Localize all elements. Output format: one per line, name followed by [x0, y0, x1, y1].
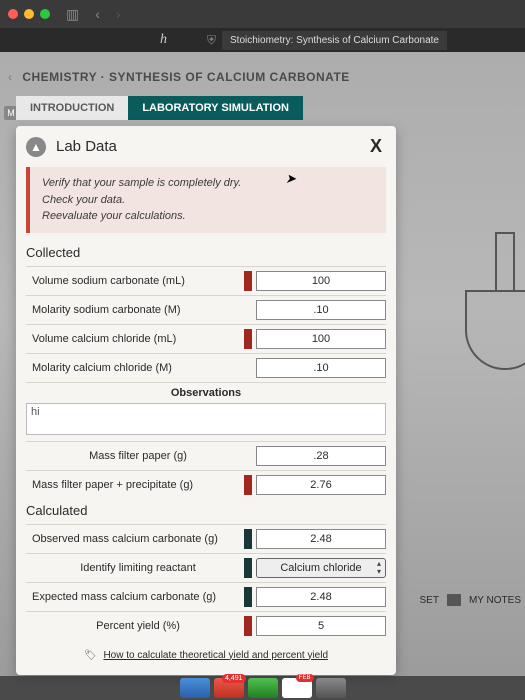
- observations-input[interactable]: hi: [26, 403, 386, 435]
- my-notes-button[interactable]: MY NOTES: [469, 595, 521, 606]
- value-vol-ca[interactable]: 100: [256, 329, 386, 349]
- indicator-icon: [244, 329, 252, 349]
- help-link[interactable]: How to calculate theoretical yield and p…: [103, 650, 328, 661]
- value-mass-fp[interactable]: .28: [256, 446, 386, 466]
- collected-rows: Volume sodium carbonate (mL) 100 Molarit…: [16, 266, 396, 403]
- window-close-icon[interactable]: [8, 9, 18, 19]
- panel-title: Lab Data: [56, 138, 370, 155]
- value-exp-mass[interactable]: 2.48: [256, 587, 386, 607]
- value-vol-na[interactable]: 100: [256, 271, 386, 291]
- dock-badge: 4,491: [222, 674, 246, 683]
- help-link-row: 🏷 How to calculate theoretical yield and…: [16, 640, 396, 675]
- back-icon[interactable]: ‹: [95, 6, 100, 22]
- site-logo-icon: h: [160, 32, 167, 48]
- warn-line-3: Reevaluate your calculations.: [42, 208, 374, 225]
- row-vol-ca: Volume calcium chloride (mL) 100: [26, 324, 386, 353]
- dock-app-icon[interactable]: 4,491: [214, 678, 244, 698]
- value-yield[interactable]: 5: [256, 616, 386, 636]
- indicator-icon: [244, 271, 252, 291]
- indicator-icon: [244, 616, 252, 636]
- browser-tab-title[interactable]: Stoichiometry: Synthesis of Calcium Carb…: [222, 31, 447, 50]
- dock-app-icon[interactable]: [180, 678, 210, 698]
- browser-chrome: ▥ ‹ ›: [0, 0, 525, 28]
- dock-app-icon[interactable]: [316, 678, 346, 698]
- warn-line-2: Check your data.: [42, 192, 374, 209]
- indicator-icon: [244, 475, 252, 495]
- row-observations-label: Observations: [26, 382, 386, 403]
- flask-graphic: [455, 232, 525, 392]
- tab-simulation[interactable]: LABORATORY SIMULATION: [128, 96, 303, 120]
- row-mol-ca: Molarity calcium chloride (M) .10: [26, 353, 386, 382]
- value-mol-ca[interactable]: .10: [256, 358, 386, 378]
- indicator-icon: [244, 446, 252, 466]
- warning-icon: ▲: [26, 137, 46, 157]
- value-mol-na[interactable]: .10: [256, 300, 386, 320]
- footer-buttons: SET MY NOTES: [420, 594, 522, 606]
- indicator-icon: [244, 358, 252, 378]
- warning-message: Verify that your sample is completely dr…: [26, 167, 386, 233]
- dock-app-icon[interactable]: [248, 678, 278, 698]
- row-mass-fpp: Mass filter paper + precipitate (g) 2.76: [26, 470, 386, 499]
- content-area: M ‹ CHEMISTRY · SYNTHESIS OF CALCIUM CAR…: [0, 52, 525, 700]
- limiting-reactant-select[interactable]: Calcium chloride ▴▾: [256, 558, 386, 578]
- window-min-icon[interactable]: [24, 9, 34, 19]
- breadcrumb-text: CHEMISTRY · SYNTHESIS OF CALCIUM CARBONA…: [22, 70, 349, 84]
- indicator-icon: [244, 300, 252, 320]
- mass-rows: Mass filter paper (g) .28 Mass filter pa…: [16, 441, 396, 499]
- tabs: INTRODUCTION LABORATORY SIMULATION: [16, 96, 303, 120]
- breadcrumb-back-icon[interactable]: ‹: [8, 70, 13, 84]
- section-calculated: Calculated: [16, 499, 396, 524]
- notes-icon: [447, 594, 461, 606]
- row-exp-mass: Expected mass calcium carbonate (g) 2.48: [26, 582, 386, 611]
- tab-strip: h ⛨ Stoichiometry: Synthesis of Calcium …: [0, 28, 525, 52]
- row-mass-fp: Mass filter paper (g) .28: [26, 441, 386, 470]
- indicator-icon: [244, 529, 252, 549]
- cursor-icon: ➤: [285, 169, 296, 189]
- forward-icon: ›: [116, 6, 121, 22]
- close-button[interactable]: X: [370, 136, 382, 157]
- sidebar-toggle-icon[interactable]: ▥: [66, 6, 79, 23]
- row-obs-mass: Observed mass calcium carbonate (g) 2.48: [26, 524, 386, 553]
- window-max-icon[interactable]: [40, 9, 50, 19]
- panel-header: ▲ Lab Data X: [16, 126, 396, 167]
- lab-data-panel: ▲ Lab Data X Verify that your sample is …: [16, 126, 396, 675]
- indicator-icon: [244, 587, 252, 607]
- breadcrumb: ‹ CHEMISTRY · SYNTHESIS OF CALCIUM CARBO…: [8, 70, 525, 84]
- row-mol-na: Molarity sodium carbonate (M) .10: [26, 295, 386, 324]
- select-arrows-icon: ▴▾: [377, 560, 381, 576]
- set-button[interactable]: SET: [420, 595, 439, 606]
- row-limiting: Identify limiting reactant Calcium chlor…: [26, 553, 386, 582]
- indicator-icon: [244, 558, 252, 578]
- macos-dock[interactable]: 4,491 FEB: [0, 676, 525, 700]
- tab-introduction[interactable]: INTRODUCTION: [16, 96, 128, 120]
- calculated-rows: Observed mass calcium carbonate (g) 2.48…: [16, 524, 396, 640]
- dock-calendar-icon[interactable]: FEB: [282, 678, 312, 698]
- row-vol-na: Volume sodium carbonate (mL) 100: [26, 266, 386, 295]
- section-collected: Collected: [16, 241, 396, 266]
- value-obs-mass[interactable]: 2.48: [256, 529, 386, 549]
- row-yield: Percent yield (%) 5: [26, 611, 386, 640]
- dock-badge: FEB: [296, 674, 314, 682]
- tag-icon: 🏷: [84, 650, 97, 661]
- value-mass-fpp[interactable]: 2.76: [256, 475, 386, 495]
- shield-icon: ⛨: [207, 33, 216, 48]
- warn-line-1: Verify that your sample is completely dr…: [42, 175, 374, 192]
